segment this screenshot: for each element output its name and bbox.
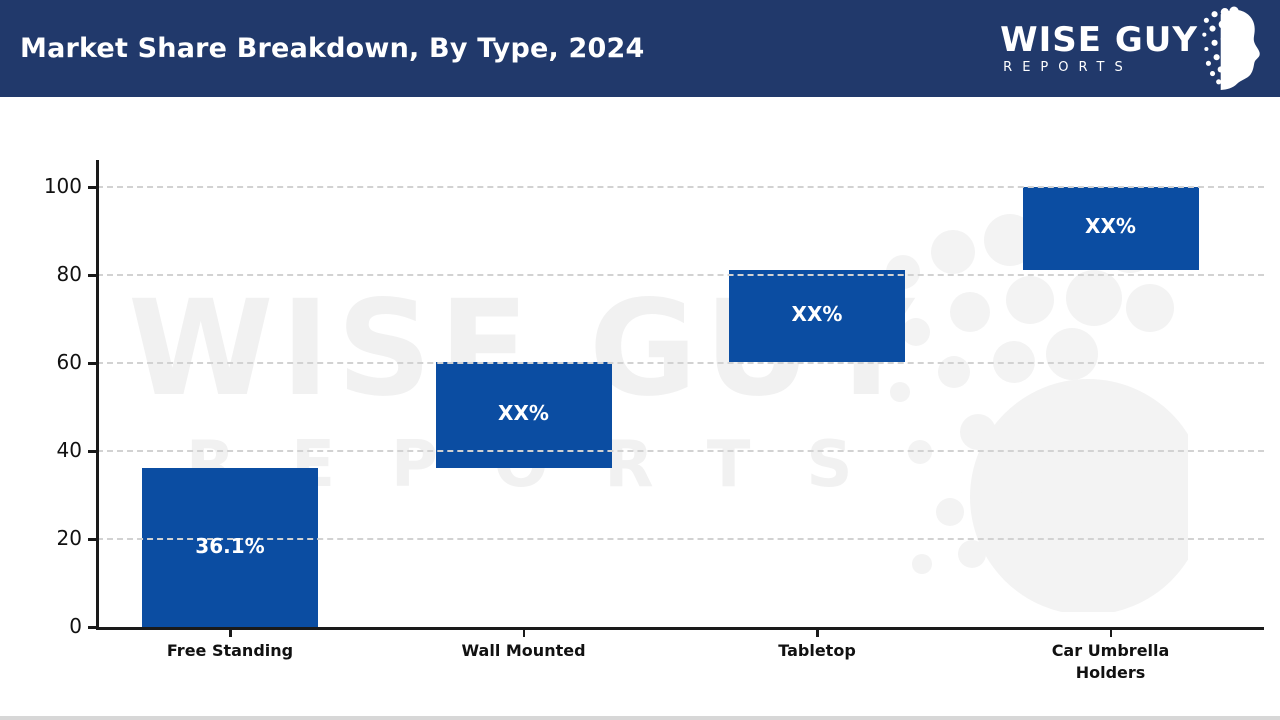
y-tick-label: 0: [69, 614, 82, 638]
brand-logo: WISE GUY REPORTS: [1000, 6, 1266, 92]
brand-face-icon: [1202, 6, 1260, 90]
gridline: [97, 362, 1264, 364]
y-tick-label: 20: [56, 526, 82, 550]
bottom-border: [0, 716, 1280, 720]
category-label: Car Umbrella Holders: [1051, 641, 1170, 682]
y-tick-mark: [88, 362, 97, 365]
bar-value-label: XX%: [1085, 214, 1136, 239]
y-tick-mark: [88, 274, 97, 277]
gridline: [97, 538, 1264, 540]
bar-value-label: 36.1%: [195, 533, 265, 558]
category-label: Free Standing: [166, 641, 294, 660]
brand-reports-text: REPORTS: [1003, 60, 1133, 75]
header-bar: Market Share Breakdown, By Type, 2024 WI…: [0, 0, 1280, 97]
x-tick-mark: [522, 629, 525, 637]
y-tick-mark: [88, 626, 97, 629]
y-tick-label: 80: [56, 262, 82, 286]
x-tick-mark: [229, 629, 232, 637]
gridline: [97, 186, 1264, 188]
category-label: Wall Mounted: [461, 641, 586, 660]
y-tick-mark: [88, 450, 97, 453]
x-axis-line: [96, 627, 1264, 630]
y-tick-label: 100: [43, 174, 82, 198]
brand-wordmark: WISE GUY REPORTS: [1000, 23, 1198, 74]
y-axis-line: [96, 160, 99, 629]
x-tick-mark: [1109, 629, 1112, 637]
gridline: [97, 450, 1264, 452]
watermark-head-icon: [886, 212, 1188, 612]
y-tick-label: 40: [56, 438, 82, 462]
y-tick-label: 60: [56, 350, 82, 374]
bar-value-label: XX%: [498, 401, 549, 426]
bar-0: [142, 468, 318, 627]
category-label: Tabletop: [778, 641, 856, 660]
bar-value-label: XX%: [791, 301, 843, 326]
brand-name-text: WISE GUY: [1000, 20, 1198, 60]
page-title: Market Share Breakdown, By Type, 2024: [20, 33, 645, 64]
bar-3: [1022, 187, 1199, 270]
x-tick-mark: [816, 629, 819, 637]
y-tick-mark: [88, 186, 97, 189]
gridline: [97, 274, 1264, 276]
y-tick-mark: [88, 538, 97, 541]
bar-2: [729, 269, 905, 363]
